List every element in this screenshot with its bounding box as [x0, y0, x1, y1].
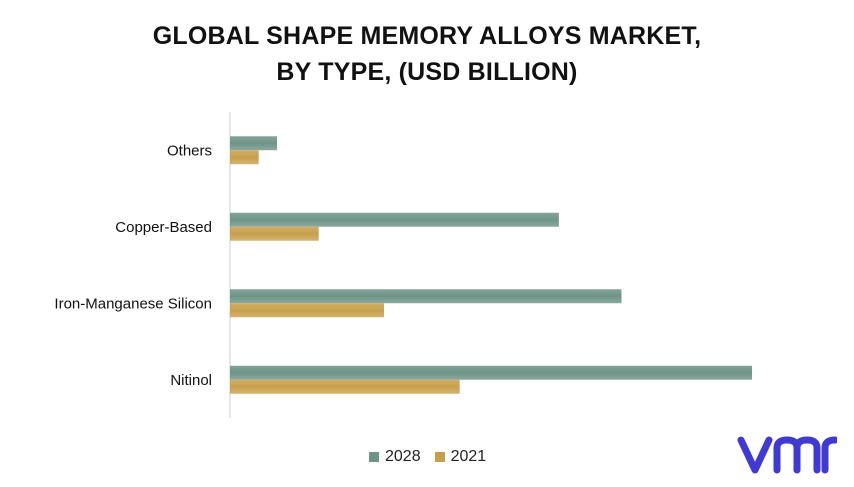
legend-swatch-2028 [369, 452, 379, 462]
bar-2028-others [230, 136, 277, 151]
bar-2028-copper-based [230, 212, 559, 227]
chart-title-line1: GLOBAL SHAPE MEMORY ALLOYS MARKET, [152, 22, 702, 50]
category-label: Copper-Based [115, 219, 212, 236]
legend-label-2021: 2021 [450, 448, 487, 465]
vmr-logo [737, 436, 837, 474]
legend-item-2028: 2028 [369, 448, 421, 466]
legend-item-2021: 2021 [434, 448, 487, 466]
category-label: Others [167, 142, 212, 159]
legend-swatch-2021 [434, 452, 445, 462]
bar-2028-iron-manganese-silicon [230, 289, 622, 304]
bar-2021-nitinol [230, 379, 460, 394]
category-label: Nitinol [170, 372, 212, 389]
bar-2021-others [230, 150, 259, 165]
bar-2021-iron-manganese-silicon [230, 303, 384, 318]
chart-title-line2: BY TYPE, (USD BILLION) [276, 58, 578, 86]
bar-2028-nitinol [230, 365, 752, 380]
legend-label-2028: 2028 [385, 448, 421, 465]
category-label: Iron-Manganese Silicon [54, 295, 212, 312]
bar-2021-copper-based [230, 226, 319, 241]
chart-legend: 2028 2021 [369, 448, 500, 466]
